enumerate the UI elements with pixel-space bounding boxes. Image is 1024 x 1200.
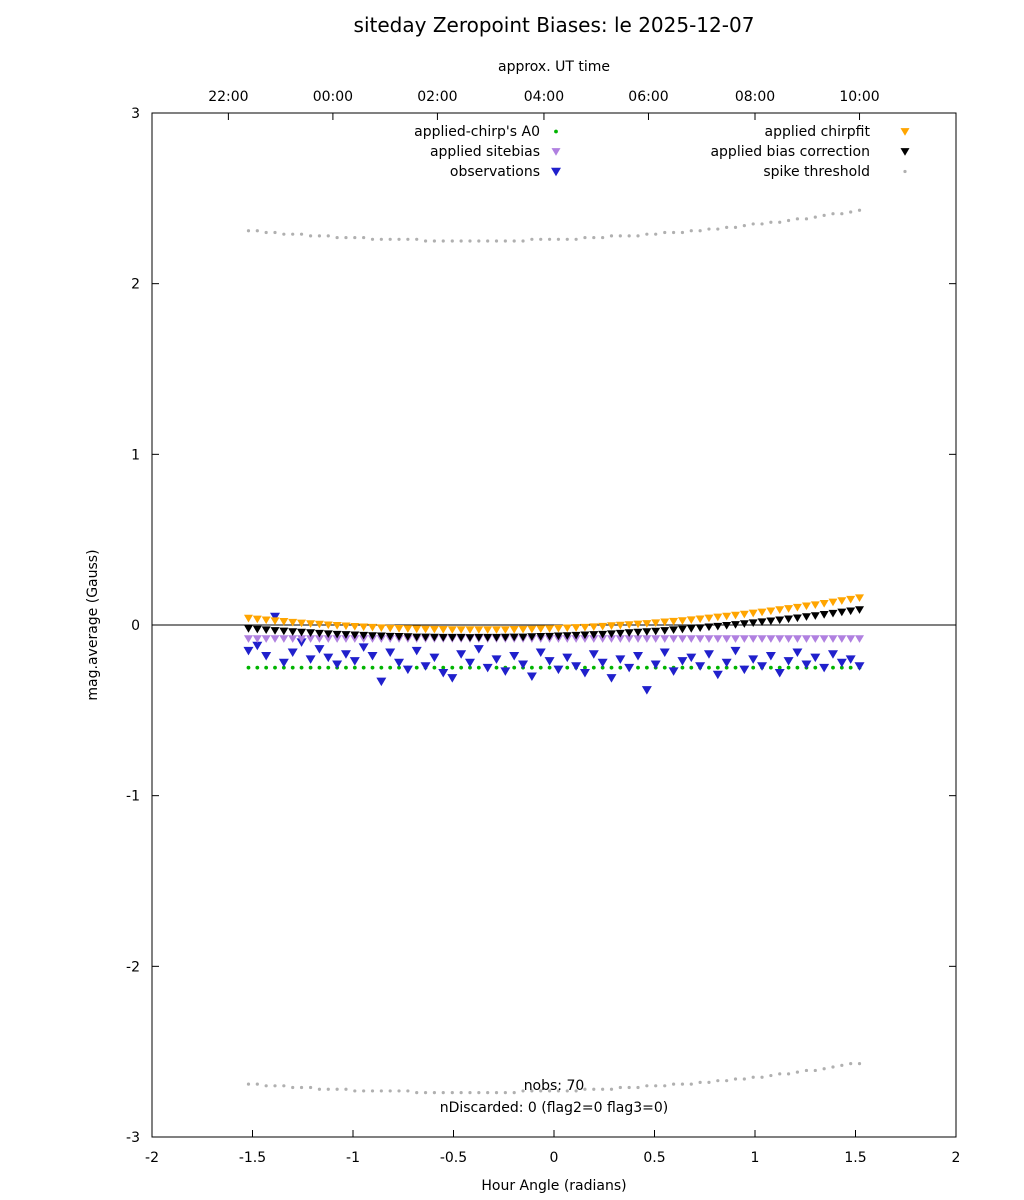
legend-label-spike-threshold: spike threshold <box>763 164 870 180</box>
x-tick-label: 0 <box>550 1150 559 1166</box>
legend-label-applied-chirps-a0: applied-chirp's A0 <box>414 124 540 140</box>
chart-title: siteday Zeropoint Biases: le 2025-12-07 <box>354 13 755 37</box>
x-tick-label: 1.5 <box>844 1150 866 1166</box>
legend-label-observations: observations <box>450 164 540 180</box>
y-tick-label: 3 <box>131 106 140 122</box>
y-tick-label: -1 <box>126 789 140 805</box>
legend-label-applied-sitebias: applied sitebias <box>430 144 540 160</box>
series-observations <box>243 612 865 695</box>
legend-label-applied-bias-correction: applied bias correction <box>710 144 870 160</box>
x-tick-label: -2 <box>145 1150 159 1166</box>
x-tick-label: 0.5 <box>643 1150 665 1166</box>
top-axis-label: approx. UT time <box>498 59 610 75</box>
legend-label-applied-chirpfit: applied chirpfit <box>765 124 871 140</box>
ndiscarded-annotation: nDiscarded: 0 (flag2=0 flag3=0) <box>440 1100 669 1116</box>
top-tick-label: 04:00 <box>524 89 564 105</box>
top-axis-ticks: 22:00 00:00 02:00 04:00 06:00 08:00 10:00 <box>208 89 880 120</box>
series-spike-threshold-lower <box>246 1062 862 1095</box>
y-tick-label: -2 <box>126 959 140 975</box>
x-axis-ticks: -2 -1.5 -1 -0.5 0 0.5 1 1.5 2 <box>145 1130 960 1166</box>
y-axis-label: mag.average (Gauss) <box>85 549 101 700</box>
top-tick-label: 10:00 <box>839 89 879 105</box>
top-tick-label: 22:00 <box>208 89 248 105</box>
y-tick-label: -3 <box>126 1130 140 1146</box>
y-tick-label: 1 <box>131 447 140 463</box>
legend-markers <box>551 128 910 177</box>
x-tick-label: 2 <box>952 1150 961 1166</box>
x-tick-label: -1.5 <box>239 1150 266 1166</box>
series-applied-chirpfit <box>243 594 865 634</box>
top-tick-label: 02:00 <box>417 89 457 105</box>
top-tick-label: 06:00 <box>628 89 668 105</box>
y-tick-label: 2 <box>131 277 140 293</box>
series-applied-bias-correction <box>243 606 865 642</box>
series-spike-threshold-upper <box>246 208 862 243</box>
chart-layer: -2 -1.5 -1 -0.5 0 0.5 1 1.5 2 -3 -2 -1 0 1 2 3 22:00 00:0… <box>126 89 960 1166</box>
x-tick-label: -0.5 <box>440 1150 467 1166</box>
nobs-annotation: nobs: 70 <box>524 1078 585 1094</box>
top-tick-label: 00:00 <box>313 89 353 105</box>
x-tick-label: -1 <box>346 1150 360 1166</box>
x-tick-label: 1 <box>751 1150 760 1166</box>
x-axis-label: Hour Angle (radians) <box>481 1178 626 1194</box>
top-tick-label: 08:00 <box>735 89 775 105</box>
y-tick-label: 0 <box>131 618 140 634</box>
